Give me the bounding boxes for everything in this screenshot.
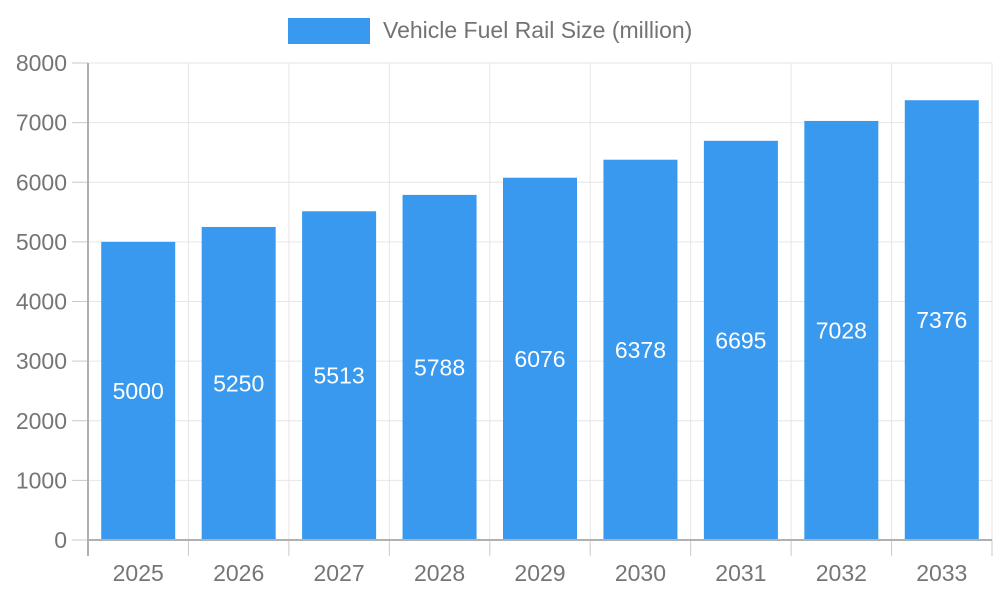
bar[interactable] [201, 226, 276, 540]
y-tick-label: 0 [54, 527, 67, 553]
x-tick-label: 2027 [314, 560, 365, 586]
bar-value-label: 7028 [816, 317, 867, 343]
x-tick-label: 2031 [715, 560, 766, 586]
y-tick-label: 6000 [16, 169, 67, 195]
bar-value-label: 7376 [916, 307, 967, 333]
x-tick-label: 2026 [213, 560, 264, 586]
chart-legend-item[interactable]: Vehicle Fuel Rail Size (million) [288, 17, 692, 44]
x-tick-label: 2029 [514, 560, 565, 586]
bar-value-label: 5000 [113, 378, 164, 404]
bar[interactable] [603, 159, 678, 541]
y-tick-label: 3000 [16, 348, 67, 374]
y-tick-label: 8000 [16, 50, 67, 76]
bar[interactable] [904, 100, 979, 541]
legend-label: Vehicle Fuel Rail Size (million) [383, 17, 693, 43]
x-tick-label: 2025 [113, 560, 164, 586]
bar[interactable] [703, 140, 778, 541]
bar-value-label: 5513 [314, 363, 365, 389]
bar[interactable] [101, 241, 176, 540]
y-tick-label: 5000 [16, 229, 67, 255]
bar-value-label: 5788 [414, 354, 465, 380]
bar[interactable] [402, 194, 477, 540]
x-tick-label: 2028 [414, 560, 465, 586]
y-tick-label: 1000 [16, 467, 67, 493]
legend-swatch [288, 17, 370, 44]
x-tick-label: 2030 [615, 560, 666, 586]
bar[interactable] [804, 120, 879, 540]
y-tick-label: 7000 [16, 110, 67, 136]
y-tick-label: 4000 [16, 289, 67, 315]
bar-value-label: 5250 [213, 370, 264, 396]
bar[interactable] [503, 177, 577, 540]
bar-value-label: 6695 [715, 327, 766, 353]
y-tick-label: 2000 [16, 408, 67, 434]
x-tick-label: 2032 [816, 560, 867, 586]
x-tick-label: 2033 [916, 560, 967, 586]
bar[interactable] [302, 211, 377, 541]
bar-value-label: 6378 [615, 337, 666, 363]
bar-value-label: 6076 [514, 346, 565, 372]
